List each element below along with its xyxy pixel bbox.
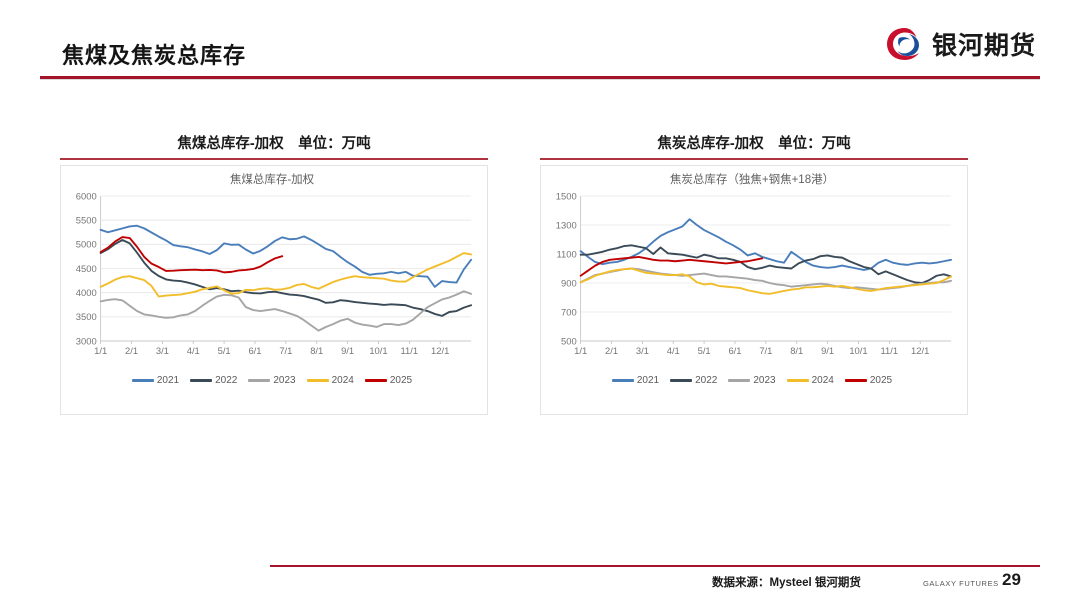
svg-text:7/1: 7/1 <box>759 345 772 356</box>
svg-text:6000: 6000 <box>76 191 97 202</box>
svg-text:500: 500 <box>561 336 577 347</box>
legend-swatch-2024-icon <box>306 379 329 382</box>
svg-text:5000: 5000 <box>76 239 97 250</box>
footer-source-text: 数据来源：Mysteel 银河期货 <box>712 577 861 589</box>
svg-text:1500: 1500 <box>556 191 577 202</box>
svg-text:3500: 3500 <box>76 312 97 323</box>
legend-item-2024[interactable]: 2024 <box>306 375 354 386</box>
svg-text:2/1: 2/1 <box>125 345 138 356</box>
svg-text:1300: 1300 <box>556 220 577 231</box>
svg-text:900: 900 <box>561 278 577 289</box>
legend-swatch-2021-icon <box>131 379 154 382</box>
page-number: 29 <box>1002 570 1021 589</box>
panel-underline-left <box>60 158 488 160</box>
svg-text:4000: 4000 <box>76 287 97 298</box>
chart-panel-header-left: 焦煤总库存-加权 单位：万吨 <box>177 136 371 152</box>
legend-swatch-2025-icon <box>364 379 387 382</box>
legend-swatch-2021-icon <box>611 379 634 382</box>
footer-divider <box>270 565 1040 567</box>
header-divider-secondary <box>40 79 1040 80</box>
svg-text:9/1: 9/1 <box>341 345 354 356</box>
legend-label-2022: 2022 <box>695 375 718 386</box>
svg-text:11/1: 11/1 <box>401 345 419 356</box>
legend-item-2021[interactable]: 2021 <box>131 375 180 386</box>
legend-item-2022[interactable]: 2022 <box>190 375 237 386</box>
legend-swatch-2022-icon <box>670 379 693 382</box>
chart-inner-title-left: 焦煤总库存-加权 <box>229 173 315 186</box>
svg-text:3000: 3000 <box>76 336 97 347</box>
svg-text:9/1: 9/1 <box>821 345 834 356</box>
svg-text:12/1: 12/1 <box>911 345 929 356</box>
panel-underline-right <box>540 158 968 160</box>
svg-text:7/1: 7/1 <box>279 345 292 356</box>
svg-text:3/1: 3/1 <box>636 345 649 356</box>
svg-text:11/1: 11/1 <box>881 345 899 356</box>
chart-legend-left: 2021 2022 2023 2024 2025 <box>65 373 479 389</box>
company-logo: 银河期货 <box>884 26 1036 62</box>
legend-swatch-2023-icon <box>248 379 271 382</box>
plot-area-right: 500 700 900 1100 1300 1500 1/1 2/1 3/1 4/1 5/1 6/1 7… <box>545 188 959 363</box>
legend-label-2023: 2023 <box>273 375 296 386</box>
legend-item-2022[interactable]: 2022 <box>670 375 717 386</box>
line-chart-right: 500 700 900 1100 1300 1500 1/1 2/1 3/1 4/1 5/1 6/1 7… <box>556 191 953 357</box>
chart-inner-title-right: 焦炭总库存（独焦+钢焦+18港） <box>669 173 835 186</box>
legend-label-2023: 2023 <box>753 375 776 386</box>
legend-item-2025[interactable]: 2025 <box>364 375 413 386</box>
svg-text:10/1: 10/1 <box>369 345 387 356</box>
svg-text:5/1: 5/1 <box>218 345 231 356</box>
legend-item-2025[interactable]: 2025 <box>844 375 893 386</box>
svg-text:6/1: 6/1 <box>728 345 741 356</box>
legend-label-2021: 2021 <box>636 375 660 386</box>
legend-label-2024: 2024 <box>331 375 354 386</box>
legend-label-2024: 2024 <box>811 375 834 386</box>
legend-item-2024[interactable]: 2024 <box>786 375 834 386</box>
svg-text:700: 700 <box>561 307 577 318</box>
legend-item-2021[interactable]: 2021 <box>611 375 660 386</box>
legend-swatch-2023-icon <box>728 379 751 382</box>
plot-area-left: 3000 3500 4000 4500 5000 5500 6000 1/1 2/1 3/1 4/1… <box>65 188 479 363</box>
svg-text:3/1: 3/1 <box>156 345 169 356</box>
logo-text: 银河期货 <box>931 32 1036 60</box>
svg-text:8/1: 8/1 <box>790 345 803 356</box>
legend-swatch-2022-icon <box>190 379 213 382</box>
svg-text:1/1: 1/1 <box>94 345 107 356</box>
footer-brand-text: GALAXY FUTURES <box>923 579 999 588</box>
chart-box-right: 焦炭总库存（独焦+钢焦+18港） 500 700 900 1100 1300 1500 1/… <box>540 164 968 415</box>
legend-item-2023[interactable]: 2023 <box>248 375 296 386</box>
chart-box-left: 焦煤总库存-加权 3000 3500 4000 4500 5000 5500 6000 1/1… <box>60 164 488 415</box>
legend-swatch-2024-icon <box>786 379 809 382</box>
svg-text:12/1: 12/1 <box>431 345 449 356</box>
chart-panel-header-right: 焦炭总库存-加权 单位：万吨 <box>657 136 851 152</box>
svg-text:4/1: 4/1 <box>667 345 680 356</box>
legend-item-2023[interactable]: 2023 <box>728 375 776 386</box>
galaxy-swirl-logo-icon <box>886 28 919 60</box>
chart-panel-coke: 焦炭总库存-加权 单位：万吨 焦炭总库存（独焦+钢焦+18港） 500 700 90… <box>540 132 968 415</box>
svg-text:5/1: 5/1 <box>698 345 711 356</box>
legend-swatch-2025-icon <box>844 379 867 382</box>
svg-text:8/1: 8/1 <box>310 345 323 356</box>
svg-text:6/1: 6/1 <box>248 345 261 356</box>
svg-text:5500: 5500 <box>76 215 97 226</box>
chart-legend-right: 2021 2022 2023 2024 2025 <box>545 373 959 389</box>
svg-text:1/1: 1/1 <box>574 345 587 356</box>
header-divider <box>40 76 1040 79</box>
page-title: 焦煤及焦炭总库存 <box>62 43 247 68</box>
svg-text:1100: 1100 <box>556 249 576 260</box>
chart-panel-coking-coal: 焦煤总库存-加权 单位：万吨 焦煤总库存-加权 3000 3500 4000 4500… <box>60 132 488 415</box>
legend-label-2025: 2025 <box>389 375 413 386</box>
line-chart-left: 3000 3500 4000 4500 5000 5500 6000 1/1 2/1 3/1 4/1… <box>76 191 473 357</box>
legend-label-2025: 2025 <box>869 375 893 386</box>
svg-text:4/1: 4/1 <box>187 345 200 356</box>
svg-text:10/1: 10/1 <box>849 345 867 356</box>
legend-label-2022: 2022 <box>215 375 238 386</box>
svg-text:2/1: 2/1 <box>605 345 618 356</box>
svg-text:4500: 4500 <box>76 263 97 274</box>
legend-label-2021: 2021 <box>156 375 180 386</box>
